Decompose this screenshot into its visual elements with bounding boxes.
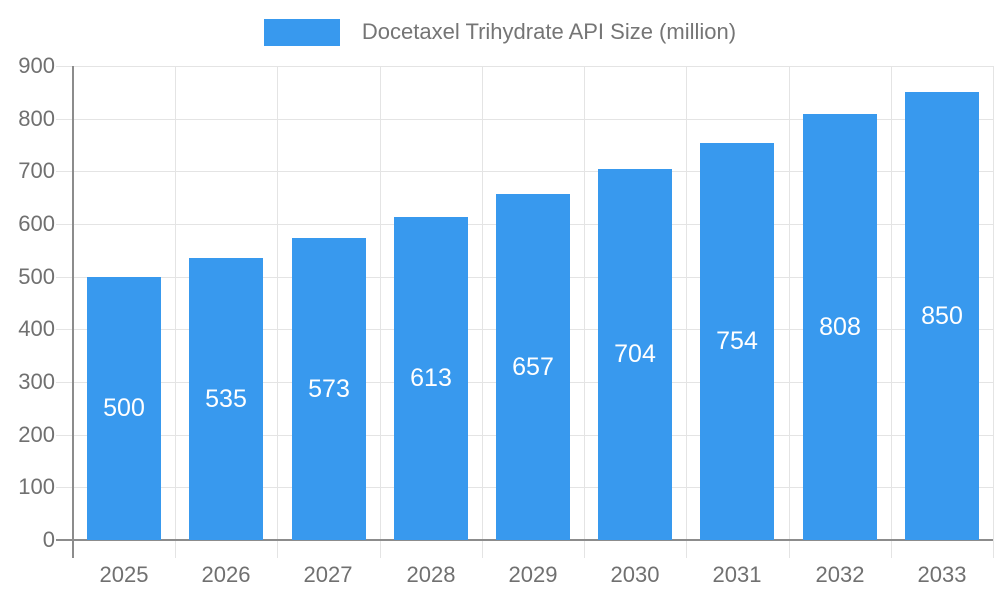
x-tick-label: 2027: [303, 562, 353, 587]
legend-swatch-icon: [263, 18, 340, 46]
x-gridline: [584, 66, 585, 558]
x-tick-label: 2025: [99, 562, 149, 587]
bar-2033[interactable]: 850: [905, 92, 979, 540]
y-gridline: [56, 66, 993, 67]
x-gridline: [891, 66, 892, 558]
bar-2031[interactable]: 754: [700, 143, 774, 540]
y-gridline: [56, 171, 993, 172]
x-gridline: [175, 66, 176, 558]
bar-value-label: 754: [716, 327, 758, 355]
y-tick-label: 800: [18, 106, 55, 131]
y-tick-label: 0: [42, 527, 55, 552]
y-tick-label: 900: [18, 53, 55, 78]
x-gridline: [380, 66, 381, 558]
bar-value-label: 500: [103, 394, 145, 422]
bar-2030[interactable]: 704: [598, 169, 672, 540]
x-tick-label: 2029: [508, 562, 558, 587]
bar-2029[interactable]: 657: [496, 194, 570, 540]
x-tick-label: 2028: [406, 562, 456, 587]
bar-value-label: 657: [512, 352, 554, 381]
x-tick-label: 2031: [712, 562, 762, 587]
x-axis-line: [56, 539, 993, 541]
bar-2027[interactable]: 573: [292, 238, 366, 540]
bar-2025[interactable]: 500: [87, 277, 161, 540]
bar-value-label: 808: [819, 312, 861, 341]
legend-item-docetaxel-series[interactable]: Docetaxel Trihydrate API Size (million): [263, 18, 737, 46]
y-tick-label: 200: [18, 422, 55, 447]
bar-value-label: 704: [614, 340, 656, 368]
y-axis-line: [72, 66, 74, 558]
y-tick-label: 400: [18, 316, 55, 341]
bar-value-label: 850: [921, 301, 963, 330]
y-tick-label: 500: [18, 264, 55, 289]
bar-2026[interactable]: 535: [189, 258, 263, 540]
x-tick-label: 2026: [201, 562, 251, 587]
y-tick-label: 300: [18, 369, 55, 394]
bar-2032[interactable]: 808: [803, 114, 877, 540]
x-tick-label: 2032: [815, 562, 865, 587]
bar-2028[interactable]: 613: [394, 217, 468, 540]
y-tick-label: 600: [18, 211, 55, 236]
bar-value-label: 613: [410, 364, 452, 392]
x-gridline: [789, 66, 790, 558]
x-tick-label: 2030: [610, 562, 660, 587]
x-tick-label: 2033: [917, 562, 967, 587]
y-tick-label: 700: [18, 158, 55, 183]
bar-value-label: 573: [308, 374, 350, 403]
legend: Docetaxel Trihydrate API Size (million): [0, 12, 1000, 52]
x-gridline: [993, 66, 994, 558]
x-gridline: [482, 66, 483, 558]
legend-label: Docetaxel Trihydrate API Size (million): [361, 19, 737, 44]
x-gridline: [686, 66, 687, 558]
y-tick-label: 100: [18, 474, 55, 499]
y-gridline: [56, 119, 993, 120]
bar-value-label: 535: [205, 384, 247, 413]
x-gridline: [277, 66, 278, 558]
